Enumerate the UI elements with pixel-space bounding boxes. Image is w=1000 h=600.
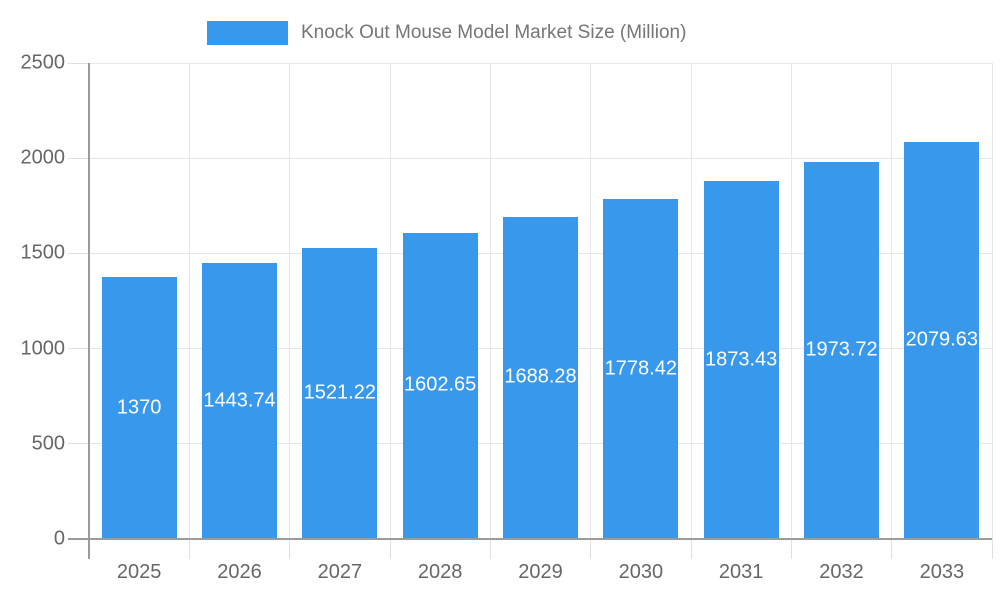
gridline-vertical bbox=[790, 63, 792, 539]
y-axis-tick bbox=[68, 157, 89, 159]
bar[interactable]: 1873.43 bbox=[703, 181, 779, 538]
bar[interactable]: 1521.22 bbox=[302, 248, 378, 538]
x-axis-tick-label: 2028 bbox=[417, 561, 463, 583]
x-axis-tick-label: 2032 bbox=[819, 561, 864, 583]
x-axis-tick bbox=[389, 539, 391, 559]
gridline-vertical bbox=[891, 63, 893, 539]
bar[interactable]: 1688.28 bbox=[503, 216, 578, 538]
x-axis-tick bbox=[289, 539, 291, 559]
y-axis-tick-label: 2500 bbox=[20, 51, 66, 74]
x-axis-tick-label: 2027 bbox=[317, 561, 363, 583]
bar[interactable]: 1602.65 bbox=[402, 232, 478, 538]
y-axis-tick bbox=[68, 252, 89, 254]
x-axis-tick bbox=[891, 539, 893, 559]
bar-value-label: 1973.72 bbox=[805, 338, 878, 361]
y-axis-tick bbox=[68, 348, 89, 350]
bar-value-label: 1443.74 bbox=[203, 389, 276, 412]
bar[interactable]: 1443.74 bbox=[202, 263, 277, 538]
legend-item[interactable]: Knock Out Mouse Model Market Size (Milli… bbox=[207, 20, 686, 45]
gridline-horizontal bbox=[89, 157, 992, 159]
gridline-vertical bbox=[991, 63, 993, 539]
y-axis-tick-label: 0 bbox=[53, 527, 65, 550]
x-axis-line bbox=[68, 538, 992, 540]
gridline-vertical bbox=[690, 63, 692, 539]
bar[interactable]: 1778.42 bbox=[603, 199, 679, 538]
y-axis-tick-label: 1000 bbox=[20, 337, 66, 360]
x-axis-tick bbox=[188, 539, 190, 559]
gridline-vertical bbox=[188, 63, 190, 539]
plot-area: 0 500 1000 1500 2000 2500 1370 2025 1443.74 2026 1… bbox=[21, 52, 993, 583]
bar-value-label: 2079.63 bbox=[905, 328, 978, 351]
legend-label: Knock Out Mouse Model Market Size (Milli… bbox=[301, 21, 687, 43]
bar[interactable]: 1370 bbox=[101, 277, 177, 538]
bar-value-label: 1521.22 bbox=[303, 381, 376, 404]
bar-value-label: 1688.28 bbox=[504, 365, 577, 388]
gridline-horizontal bbox=[89, 62, 992, 64]
x-axis-tick bbox=[489, 539, 491, 559]
y-axis-tick-label: 500 bbox=[31, 432, 65, 455]
x-axis-tick-label: 2026 bbox=[217, 561, 262, 583]
bar[interactable]: 1973.72 bbox=[804, 162, 879, 538]
x-axis-tick bbox=[991, 539, 993, 559]
x-axis-tick-label: 2030 bbox=[618, 561, 664, 583]
bar-value-label: 1602.65 bbox=[404, 373, 477, 396]
legend-swatch bbox=[207, 20, 288, 45]
y-axis-tick-label: 2000 bbox=[20, 146, 66, 169]
gridline-vertical bbox=[389, 63, 391, 539]
gridline-vertical bbox=[489, 63, 491, 539]
x-axis-tick bbox=[790, 539, 792, 559]
bar-value-label: 1873.43 bbox=[705, 348, 778, 371]
x-axis-tick-label: 2025 bbox=[116, 561, 162, 583]
y-axis-tick bbox=[68, 443, 89, 445]
y-axis-tick-label: 1500 bbox=[20, 241, 66, 264]
x-axis-tick-label: 2029 bbox=[518, 561, 563, 583]
y-axis-line bbox=[88, 63, 90, 559]
y-axis-tick bbox=[68, 62, 89, 64]
x-axis-tick bbox=[690, 539, 692, 559]
gridline-vertical bbox=[590, 63, 592, 539]
bar-value-label: 1370 bbox=[116, 396, 162, 419]
x-axis-tick bbox=[590, 539, 592, 559]
gridline-vertical bbox=[289, 63, 291, 539]
bar-value-label: 1778.42 bbox=[604, 357, 677, 380]
x-axis-tick-label: 2031 bbox=[718, 561, 764, 583]
x-axis-tick-label: 2033 bbox=[919, 561, 965, 583]
bar[interactable]: 2079.63 bbox=[904, 142, 980, 538]
